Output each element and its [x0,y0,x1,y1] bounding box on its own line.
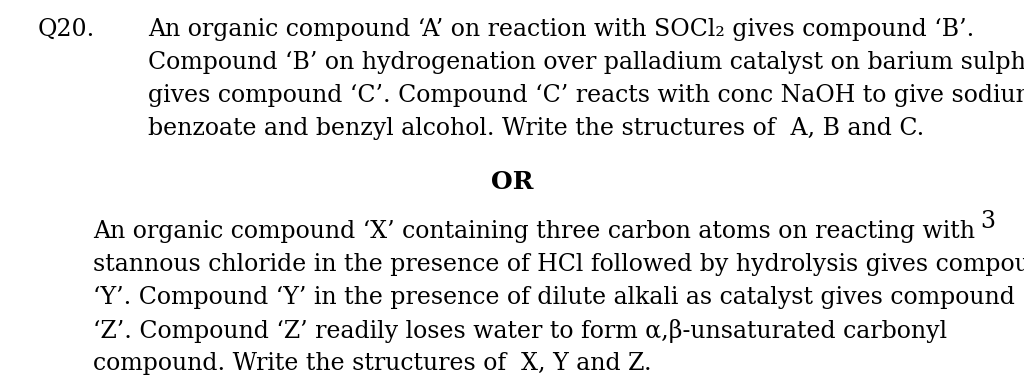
Text: ‘Z’. Compound ‘Z’ readily loses water to form α,β-unsaturated carbonyl: ‘Z’. Compound ‘Z’ readily loses water to… [93,319,947,343]
Text: ‘Y’. Compound ‘Y’ in the presence of dilute alkali as catalyst gives compound: ‘Y’. Compound ‘Y’ in the presence of dil… [93,286,1015,309]
Text: compound. Write the structures of  X, Y and Z.: compound. Write the structures of X, Y a… [93,352,651,375]
Text: Compound ‘B’ on hydrogenation over palladium catalyst on barium sulphate: Compound ‘B’ on hydrogenation over palla… [148,51,1024,74]
Text: An organic compound ‘A’ on reaction with SOCl₂ gives compound ‘B’.: An organic compound ‘A’ on reaction with… [148,18,974,41]
Text: gives compound ‘C’. Compound ‘C’ reacts with conc NaOH to give sodium: gives compound ‘C’. Compound ‘C’ reacts … [148,84,1024,107]
Text: 3: 3 [980,210,995,233]
Text: benzoate and benzyl alcohol. Write the structures of  A, B and C.: benzoate and benzyl alcohol. Write the s… [148,117,925,140]
Text: An organic compound ‘X’ containing three carbon atoms on reacting with: An organic compound ‘X’ containing three… [93,220,975,243]
Text: OR: OR [490,170,534,194]
Text: stannous chloride in the presence of HCl followed by hydrolysis gives compound: stannous chloride in the presence of HCl… [93,253,1024,276]
Text: Q20.: Q20. [38,18,95,41]
